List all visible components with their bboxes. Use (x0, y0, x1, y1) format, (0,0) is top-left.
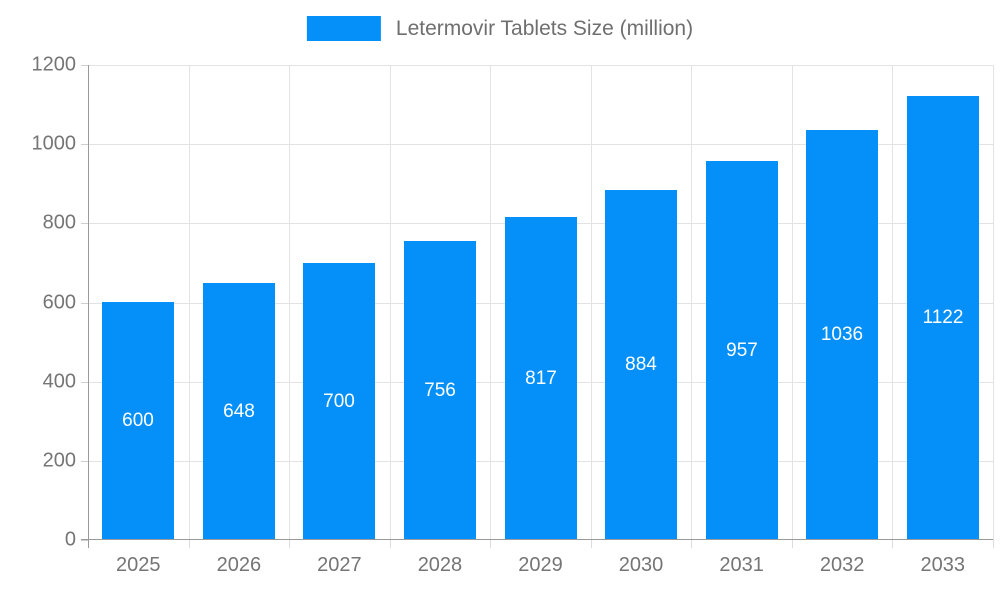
x-tick-mark (892, 540, 893, 548)
x-tick-label: 2027 (317, 554, 362, 576)
y-tick-mark (81, 540, 88, 541)
x-tick-label: 2028 (417, 554, 463, 576)
bar-value-label: 957 (726, 339, 758, 361)
v-gridline (691, 65, 692, 540)
x-tick-label: 2029 (518, 554, 563, 576)
x-axis-line (81, 539, 993, 540)
bar: 700 (303, 263, 375, 540)
x-tick-label: 2030 (618, 554, 664, 576)
x-tick-mark (993, 540, 994, 548)
bar: 648 (203, 283, 275, 540)
legend: Letermovir Tablets Size (million) (306, 16, 694, 41)
v-gridline (591, 65, 592, 540)
bar: 884 (605, 190, 677, 540)
x-tick-mark (490, 540, 491, 548)
y-tick-label: 0 (64, 528, 76, 551)
y-tick-mark (81, 381, 88, 383)
x-tick-label: 2025 (116, 554, 161, 576)
y-tick-label: 1000 (31, 132, 77, 155)
v-gridline (892, 65, 893, 540)
x-tick-label: 2032 (819, 554, 865, 576)
bar: 1036 (806, 130, 878, 540)
v-gridline (390, 65, 391, 540)
legend-label: Letermovir Tablets Size (million) (395, 16, 694, 40)
h-gridline (88, 144, 993, 146)
bar-value-label: 700 (323, 390, 355, 412)
x-tick-mark (591, 540, 592, 548)
legend-swatch (306, 16, 381, 41)
v-gridline (490, 65, 491, 540)
h-gridline (88, 65, 993, 66)
y-tick-label: 1200 (31, 53, 77, 76)
bar: 817 (505, 217, 577, 540)
y-tick-label: 600 (42, 291, 76, 313)
bar-value-label: 884 (625, 354, 657, 375)
bar: 957 (706, 161, 778, 540)
bar: 1122 (907, 96, 979, 540)
y-tick-label: 200 (42, 449, 76, 472)
x-tick-label: 2031 (719, 554, 764, 576)
x-tick-mark (691, 540, 692, 548)
v-gridline (189, 65, 190, 540)
v-gridline (289, 65, 290, 540)
x-tick-mark (189, 540, 190, 548)
v-gridline (993, 65, 994, 540)
y-tick-mark (81, 223, 88, 225)
x-tick-mark (792, 540, 793, 548)
y-tick-mark (81, 460, 88, 462)
bar: 756 (404, 241, 476, 540)
bar-value-label: 1122 (922, 307, 964, 328)
x-tick-label: 2026 (216, 554, 262, 576)
y-tick-mark (81, 302, 88, 304)
bar-value-label: 648 (223, 400, 255, 422)
bar-value-label: 1036 (820, 324, 864, 345)
x-tick-mark (289, 540, 290, 548)
bar-value-label: 817 (525, 367, 557, 389)
y-axis-line (88, 65, 89, 548)
v-gridline (792, 65, 793, 540)
x-tick-label: 2033 (920, 554, 965, 576)
y-tick-mark (81, 65, 88, 66)
plot-area: 0 200 400 600 800 1000 1200 600 2025 648 2026 700 20… (32, 54, 994, 576)
y-tick-label: 800 (42, 211, 76, 234)
x-tick-mark (390, 540, 391, 548)
y-tick-label: 400 (42, 370, 76, 393)
y-tick-mark (81, 144, 88, 146)
bar-value-label: 756 (424, 379, 456, 401)
bar-value-label: 600 (122, 410, 154, 431)
bar: 600 (102, 302, 174, 540)
